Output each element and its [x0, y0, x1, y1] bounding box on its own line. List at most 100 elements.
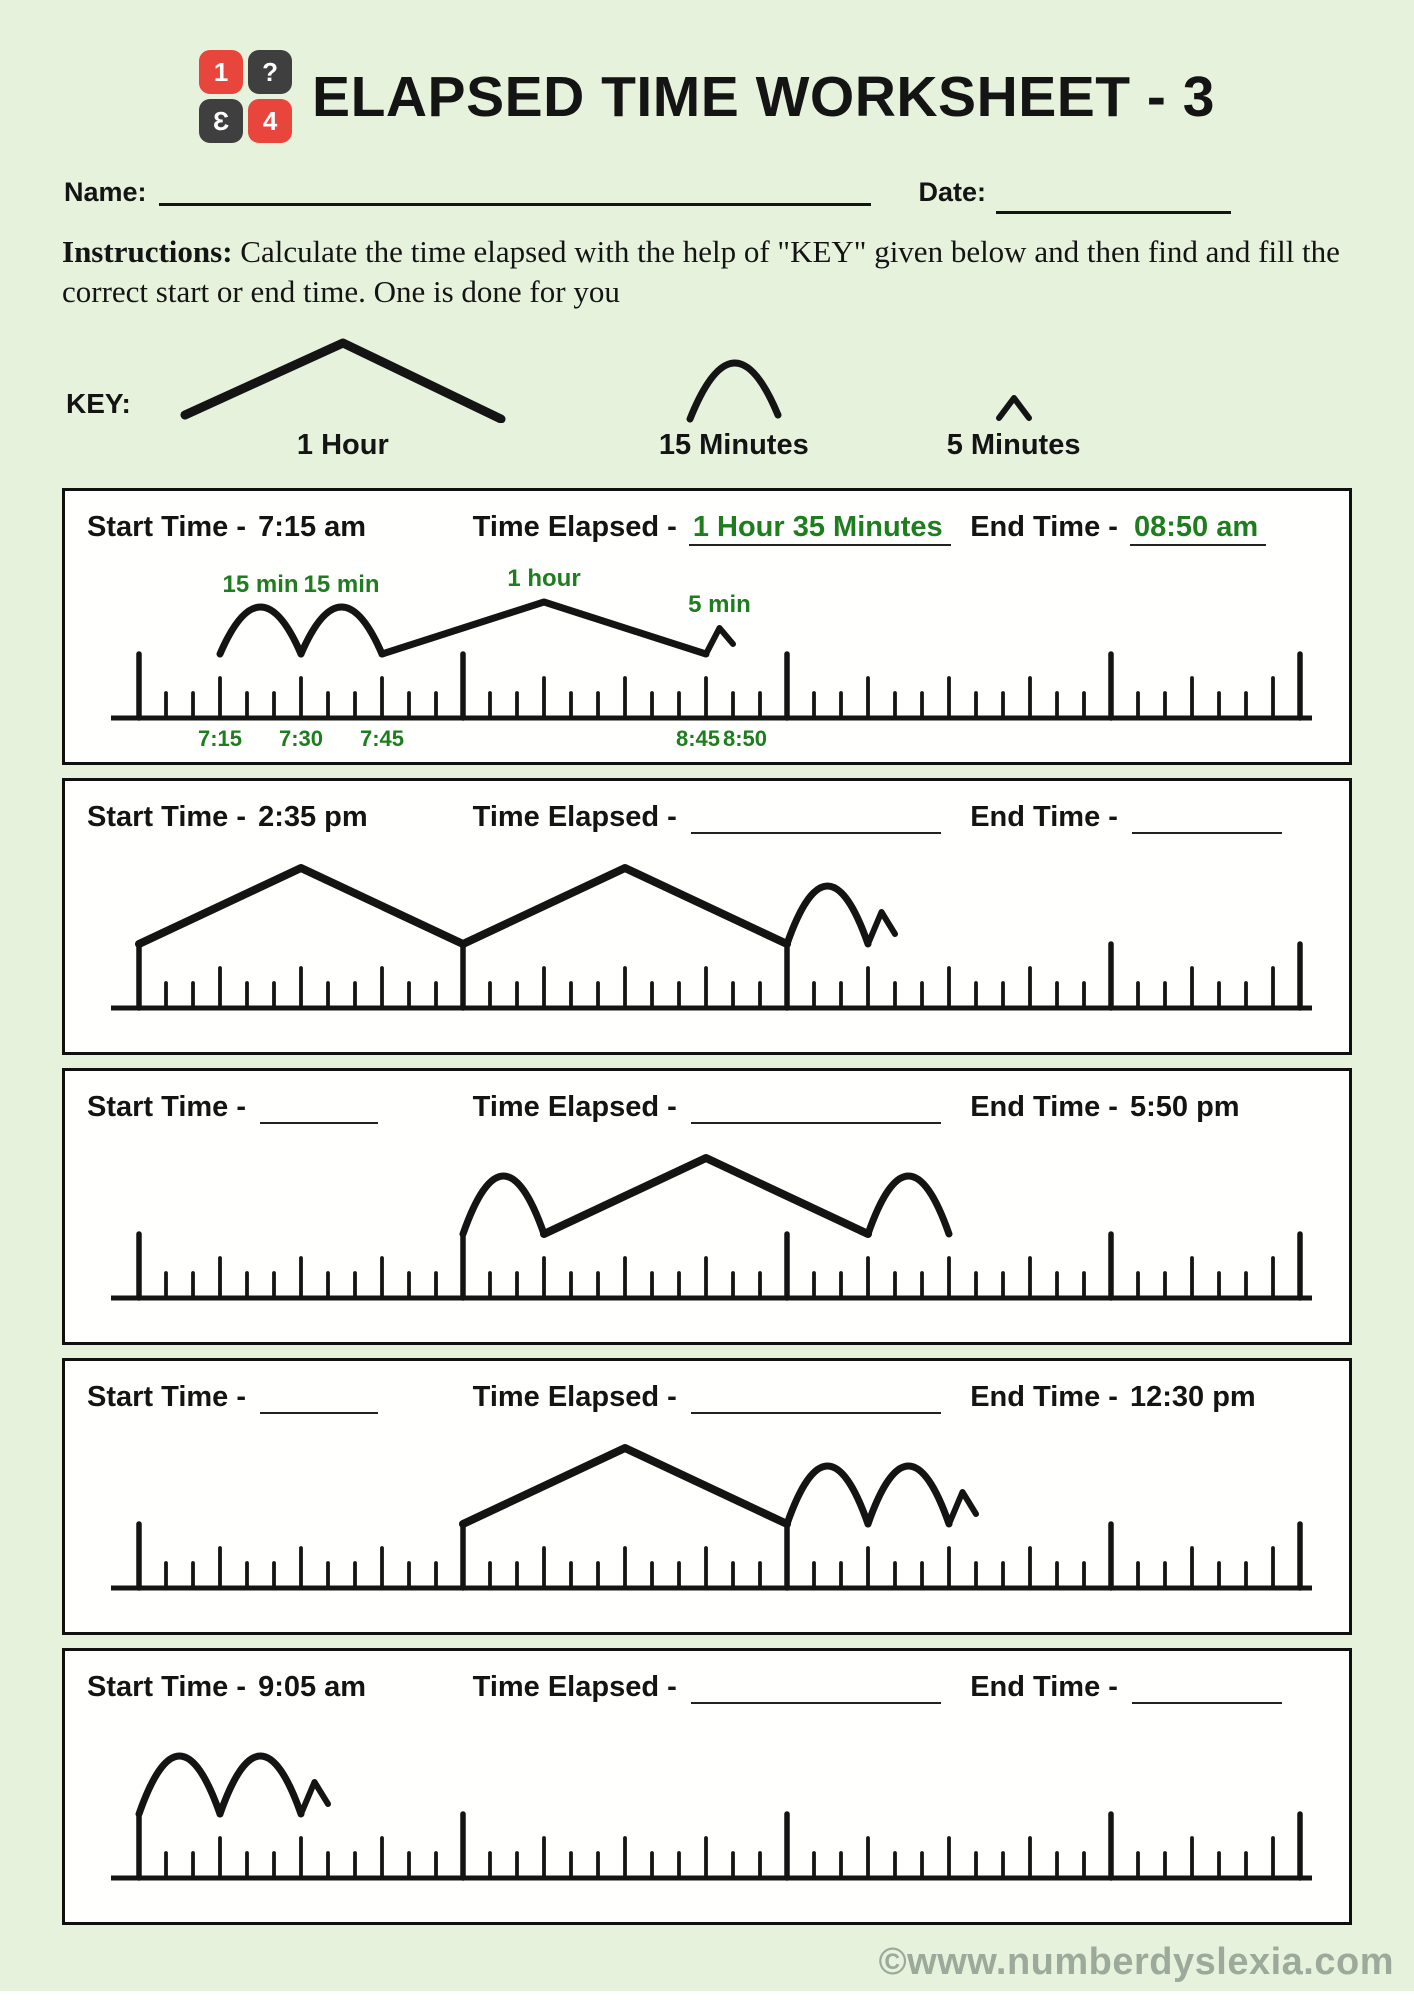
- time-elapsed-value: 1 Hour 35 Minutes: [688, 511, 951, 547]
- elapsed-answer-blank[interactable]: [690, 1673, 941, 1705]
- elapsed-answer-blank[interactable]: [690, 1093, 941, 1125]
- timeline-ruler: 15 min 15 min 1 hour 5 min 7:15 7:30 7:45 8:45 8…: [111, 565, 1312, 751]
- footer-watermark: ©www.numberdyslexia.com: [878, 1941, 1394, 1983]
- field-end-time: End Time -: [970, 1671, 1331, 1705]
- arc-15min: [216, 604, 305, 658]
- start-time-label: Start Time -: [87, 1671, 255, 1704]
- start-answer-blank[interactable]: [260, 1383, 379, 1415]
- arc-5min: [298, 1779, 331, 1818]
- 1hour-tent-icon: [180, 338, 506, 424]
- arc-15min: [864, 1172, 953, 1238]
- bottom-strip: [0, 1991, 1414, 2000]
- problems: Start Time - 7:15 am Time Elapsed - 1 Ho…: [62, 488, 1352, 1926]
- start-time-label: Start Time -: [87, 1381, 255, 1414]
- end-time-label: End Time -: [970, 511, 1126, 544]
- time-elapsed-label: Time Elapsed -: [472, 511, 685, 544]
- date-label: Date:: [918, 177, 987, 207]
- instructions-text: Calculate the time elapsed with the help…: [62, 234, 1340, 309]
- problem-header: Start Time - 9:05 am Time Elapsed - End …: [87, 1671, 1331, 1705]
- field-end-time: End Time -: [970, 801, 1331, 835]
- time-elapsed-label: Time Elapsed -: [472, 1091, 685, 1124]
- field-start-time: Start Time - 2:35 pm: [87, 801, 473, 834]
- problem-box-5: Start Time - 9:05 am Time Elapsed - End …: [62, 1648, 1352, 1926]
- arc-1hour: [459, 1444, 791, 1529]
- problem-box-3: Start Time - Time Elapsed - End Time - 5…: [62, 1068, 1352, 1346]
- arc-5min: [946, 1489, 979, 1528]
- end-time-label: End Time -: [970, 1671, 1126, 1704]
- arc-1hour: [540, 1154, 872, 1239]
- arc-label: 1 hour: [507, 565, 580, 592]
- end-answer-blank[interactable]: [1131, 1673, 1282, 1705]
- end-time-label: End Time -: [970, 801, 1126, 834]
- arc-1hour: [378, 598, 710, 658]
- arc-15min: [783, 1462, 872, 1528]
- tick-time-label: 8:50: [723, 726, 767, 751]
- end-time-value: 5:50 pm: [1129, 1091, 1240, 1124]
- field-start-time: Start Time -: [87, 1381, 473, 1415]
- tick-time-label: 7:15: [198, 726, 242, 751]
- name-label: Name:: [64, 177, 147, 207]
- start-time-value: 9:05 am: [258, 1671, 367, 1704]
- name-date-row: Name: Date:: [0, 173, 1414, 214]
- arc-1hour: [135, 864, 467, 949]
- problem-box-1: Start Time - 7:15 am Time Elapsed - 1 Ho…: [62, 488, 1352, 766]
- end-time-label: End Time -: [970, 1091, 1126, 1124]
- date-input-line[interactable]: [996, 181, 1232, 214]
- problem-box-2: Start Time - 2:35 pm Time Elapsed - End …: [62, 778, 1352, 1056]
- instructions: Instructions: Calculate the time elapsed…: [62, 232, 1352, 311]
- start-answer-blank[interactable]: [260, 1093, 379, 1125]
- logo-cell-question-icon: ?: [248, 50, 293, 94]
- key-caption-5min: 5 Minutes: [946, 429, 1081, 462]
- start-time-value: 2:35 pm: [258, 801, 368, 834]
- timeline-ruler: [111, 1752, 1312, 1882]
- field-time-elapsed: Time Elapsed -: [472, 1671, 971, 1705]
- tick-time-label: 8:45: [676, 726, 720, 751]
- arc-1hour: [459, 864, 791, 949]
- key-item-15min: 15 Minutes: [659, 343, 809, 462]
- end-time-value: 08:50 am: [1129, 511, 1267, 547]
- 5min-caret-icon: [995, 395, 1032, 422]
- name-input-line[interactable]: [158, 173, 871, 206]
- tick-time-label: 7:30: [279, 726, 323, 751]
- logo-cell-3-icon: Ɛ: [199, 99, 244, 143]
- elapsed-answer-blank[interactable]: [690, 803, 941, 835]
- key-label: KEY:: [66, 388, 131, 420]
- elapsed-answer-blank[interactable]: [690, 1383, 941, 1415]
- field-start-time: Start Time -: [87, 1091, 473, 1125]
- logo-cell-1-icon: 1: [199, 50, 244, 94]
- start-time-label: Start Time -: [87, 801, 255, 834]
- field-time-elapsed: Time Elapsed -: [472, 1091, 971, 1125]
- field-end-time: End Time - 5:50 pm: [970, 1091, 1331, 1124]
- header: 1 ? Ɛ 4 ELAPSED TIME WORKSHEET - 3: [0, 0, 1414, 143]
- field-start-time: Start Time - 7:15 am: [87, 511, 473, 544]
- key-item-1hour: 1 Hour: [177, 335, 509, 462]
- time-elapsed-label: Time Elapsed -: [472, 801, 685, 834]
- problem-box-4: Start Time - Time Elapsed - End Time - 1…: [62, 1358, 1352, 1636]
- time-elapsed-label: Time Elapsed -: [472, 1381, 685, 1414]
- problem-header: Start Time - Time Elapsed - End Time - 5…: [87, 1091, 1331, 1125]
- field-end-time: End Time - 12:30 pm: [970, 1381, 1331, 1414]
- end-time-value: 12:30 pm: [1129, 1381, 1256, 1414]
- end-time-label: End Time -: [970, 1381, 1126, 1414]
- arc-label: 15 min: [222, 571, 298, 598]
- math-logo: 1 ? Ɛ 4: [199, 50, 293, 143]
- field-time-elapsed: Time Elapsed - 1 Hour 35 Minutes: [472, 511, 971, 547]
- end-answer-blank[interactable]: [1131, 803, 1282, 835]
- field-end-time: End Time - 08:50 am: [970, 511, 1331, 547]
- timeline-ruler: [111, 864, 1312, 1012]
- time-elapsed-label: Time Elapsed -: [472, 1671, 685, 1704]
- arc-5min: [703, 625, 736, 658]
- arc-label: 15 min: [303, 571, 379, 598]
- arc-15min: [135, 1752, 224, 1818]
- arc-15min: [783, 882, 872, 948]
- arc-label: 5 min: [688, 591, 751, 618]
- field-time-elapsed: Time Elapsed -: [472, 1381, 971, 1415]
- field-time-elapsed: Time Elapsed -: [472, 801, 971, 835]
- arc-15min: [864, 1462, 953, 1528]
- logo-cell-4-icon: 4: [248, 99, 293, 143]
- start-time-label: Start Time -: [87, 1091, 255, 1124]
- arc-15min: [216, 1752, 305, 1818]
- arc-15min: [297, 604, 386, 658]
- arc-15min: [459, 1172, 548, 1238]
